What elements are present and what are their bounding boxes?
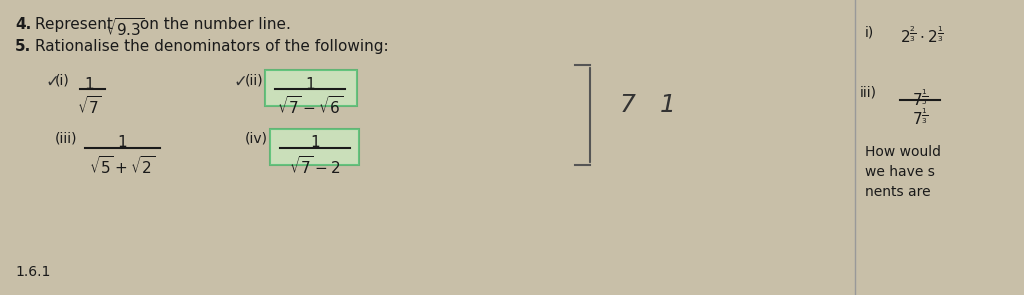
Text: Rationalise the denominators of the following:: Rationalise the denominators of the foll…: [35, 39, 389, 54]
Text: $\sqrt{5} + \sqrt{2}$: $\sqrt{5} + \sqrt{2}$: [89, 155, 156, 177]
Text: $7^{\frac{1}{3}}$: $7^{\frac{1}{3}}$: [911, 107, 929, 128]
Text: 1: 1: [305, 77, 314, 92]
Text: 4.: 4.: [15, 17, 32, 32]
Text: 1: 1: [117, 135, 127, 150]
Text: i): i): [865, 25, 874, 39]
Text: (i): (i): [55, 73, 70, 87]
Text: $7^{\frac{1}{5}}$: $7^{\frac{1}{5}}$: [911, 88, 929, 109]
Text: $\sqrt{7} - 2$: $\sqrt{7} - 2$: [289, 155, 341, 177]
Text: $\sqrt{7} - \sqrt{6}$: $\sqrt{7} - \sqrt{6}$: [276, 95, 343, 117]
Text: ✓: ✓: [45, 73, 58, 91]
FancyBboxPatch shape: [270, 129, 359, 165]
Text: Represent: Represent: [35, 17, 118, 32]
Text: How would: How would: [865, 145, 941, 159]
Text: (ii): (ii): [245, 73, 263, 87]
Text: 1: 1: [660, 93, 676, 117]
Text: $2^{\frac{2}{3}} \cdot 2^{\frac{1}{3}}$: $2^{\frac{2}{3}} \cdot 2^{\frac{1}{3}}$: [900, 25, 944, 46]
Text: $\sqrt{7}$: $\sqrt{7}$: [77, 95, 101, 117]
Text: ✓: ✓: [233, 73, 247, 91]
FancyBboxPatch shape: [265, 70, 357, 106]
Text: on the number line.: on the number line.: [135, 17, 291, 32]
Text: 1: 1: [310, 135, 319, 150]
Text: $\sqrt{9.3}$: $\sqrt{9.3}$: [105, 17, 144, 39]
Text: 1: 1: [84, 77, 94, 92]
Text: (iv): (iv): [245, 132, 268, 146]
Text: 1.6.1: 1.6.1: [15, 265, 50, 279]
Text: (iii): (iii): [55, 132, 78, 146]
Text: we have s: we have s: [865, 165, 935, 179]
Text: nents are: nents are: [865, 185, 931, 199]
Text: 5.: 5.: [15, 39, 32, 54]
Text: 7: 7: [620, 93, 636, 117]
Text: iii): iii): [860, 85, 877, 99]
